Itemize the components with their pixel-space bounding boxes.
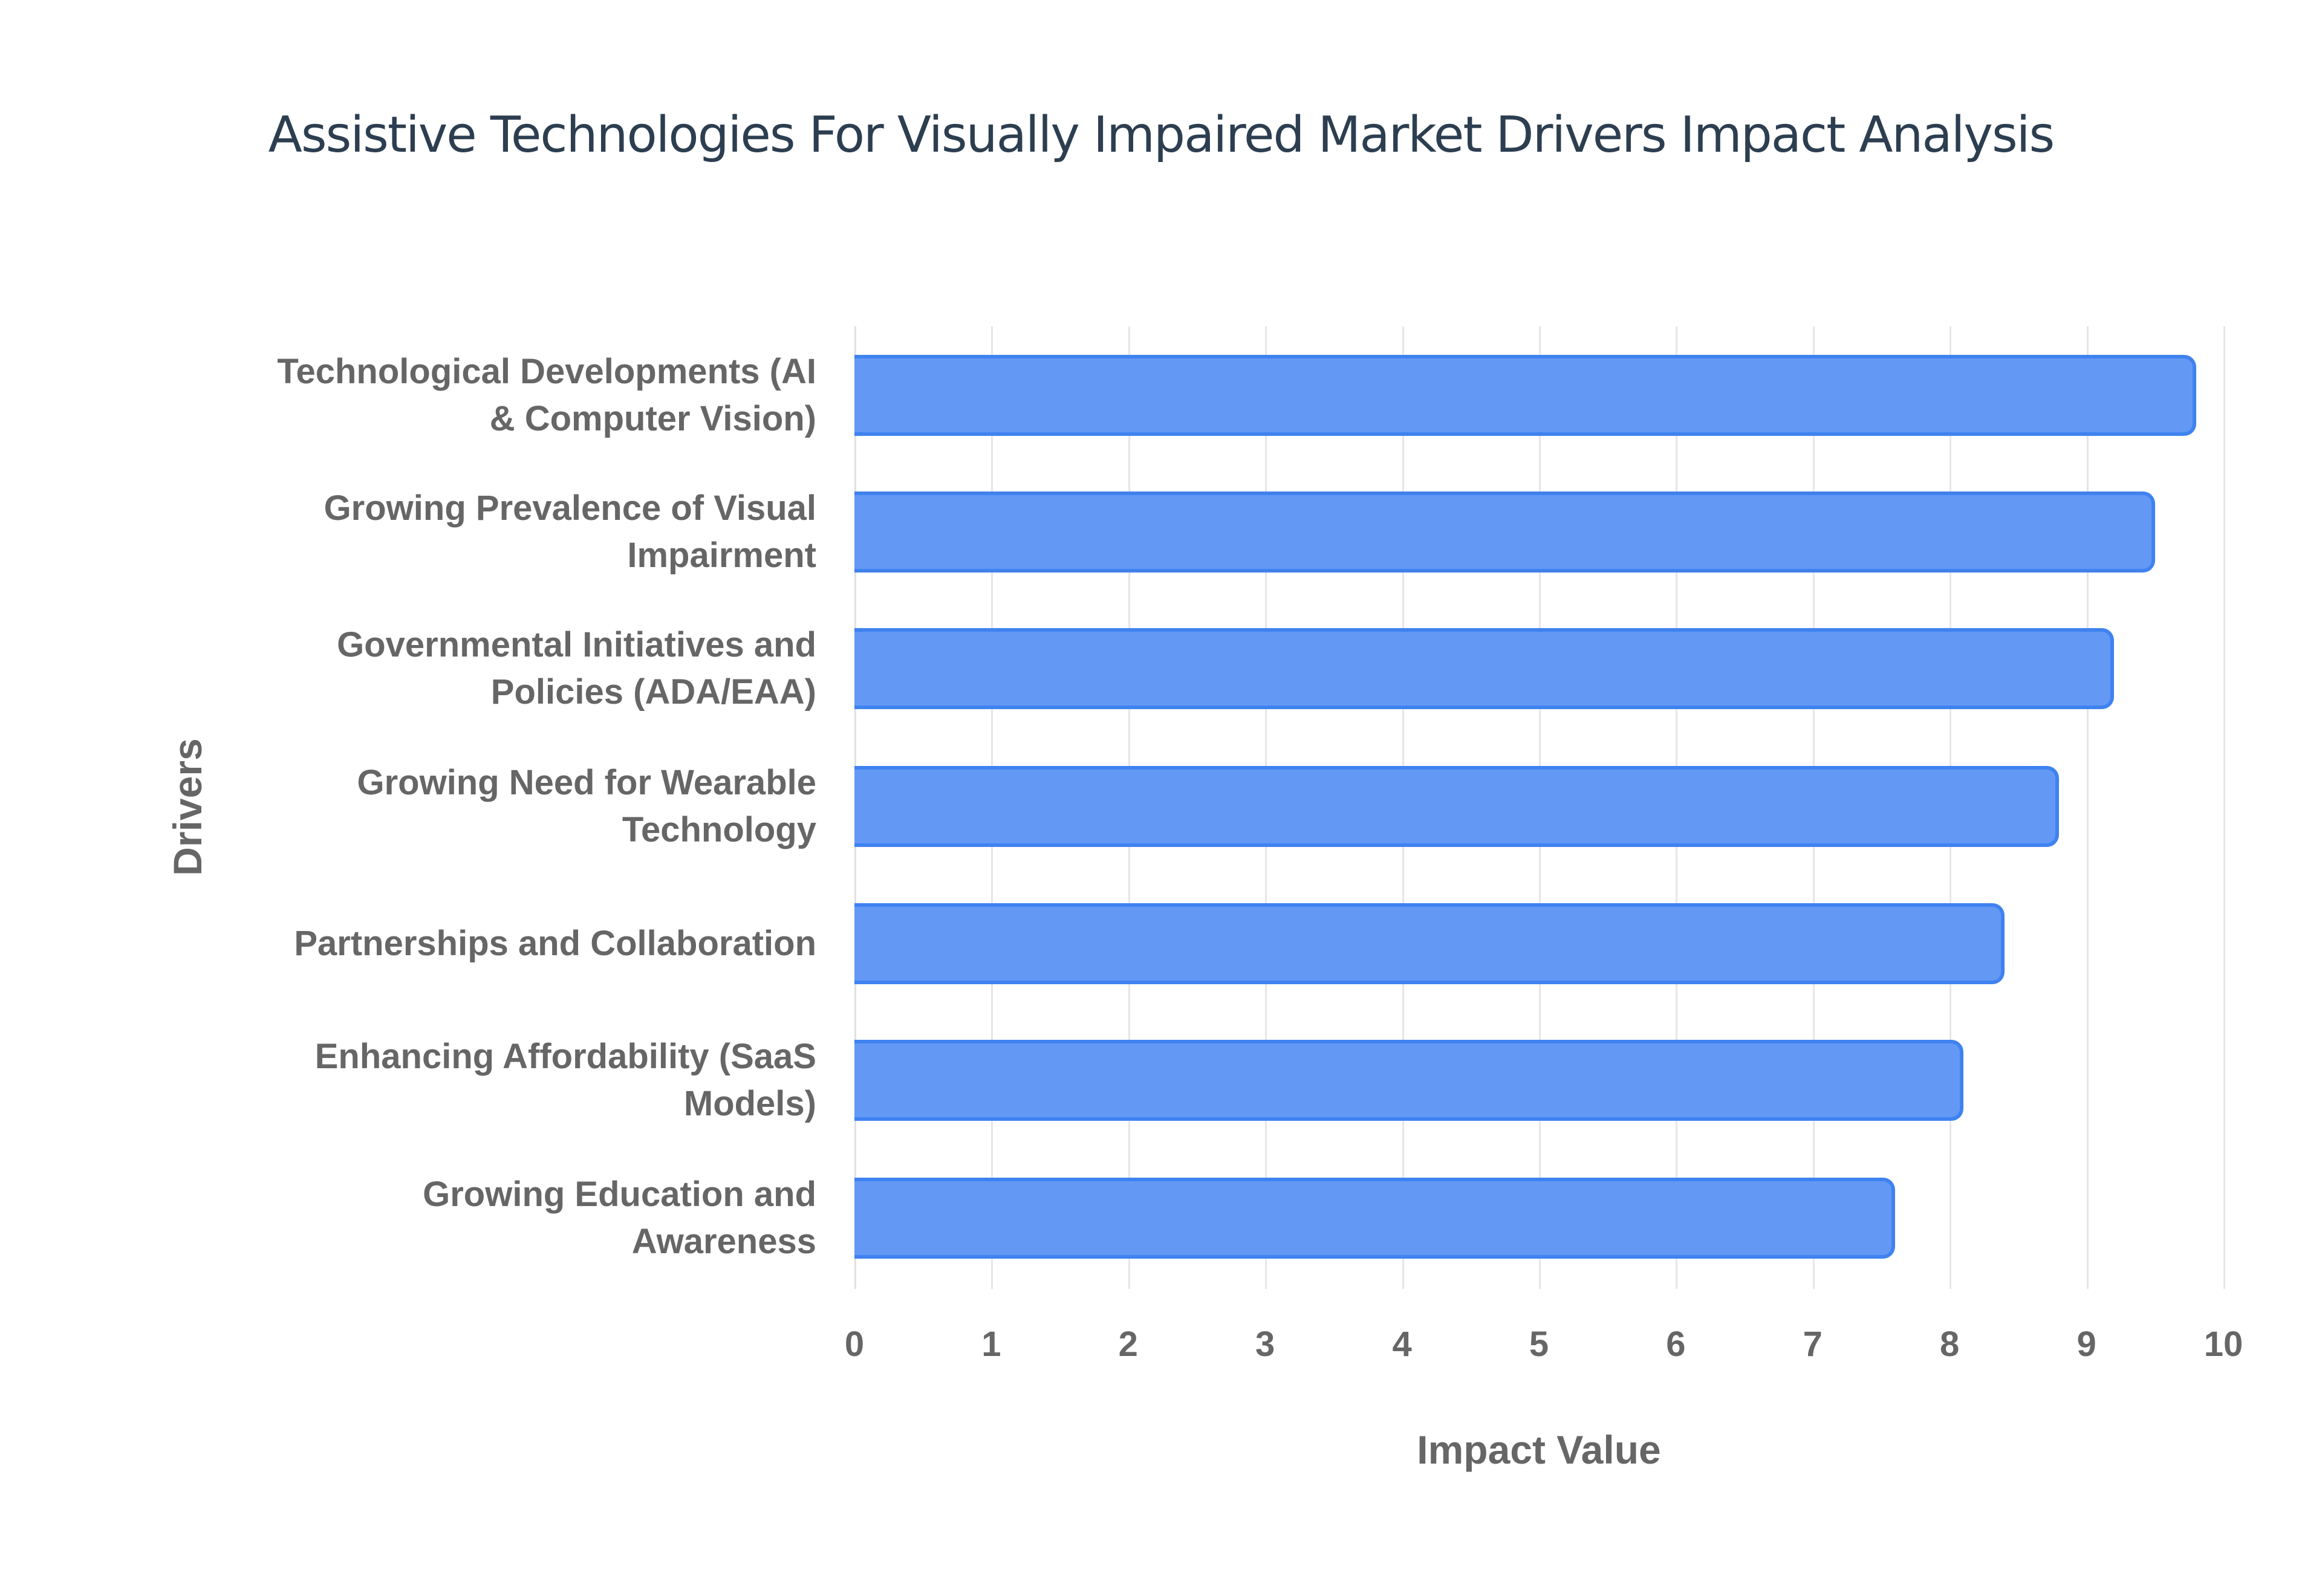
x-tick-label: 2 [1118, 1325, 1138, 1364]
x-axis-title: Impact Value [1417, 1427, 1661, 1472]
x-tick-label: 5 [1529, 1325, 1549, 1364]
bar[interactable] [854, 491, 2155, 573]
bar[interactable] [854, 355, 2196, 436]
bar[interactable] [854, 766, 2060, 847]
x-tick-label: 8 [1940, 1325, 1960, 1364]
x-tick-label: 0 [844, 1325, 865, 1364]
y-tick-label: Enhancing Affordability (SaaS Models) [314, 1037, 816, 1123]
y-tick-label: Governmental Initiatives and Policies (AD… [337, 625, 816, 712]
x-tick-label: 4 [1392, 1325, 1412, 1364]
x-tick-label: 1 [981, 1325, 1001, 1364]
x-tick-label: 9 [2076, 1325, 2096, 1364]
x-tick-label: 6 [1666, 1325, 1686, 1364]
chart-title: Assistive Technologies For Visually Impa… [268, 106, 2055, 164]
plot-area [854, 326, 2225, 1289]
x-tick-label: 3 [1255, 1325, 1275, 1364]
bar[interactable] [854, 903, 2005, 984]
gridline [2086, 326, 2089, 1289]
gridline [2223, 326, 2225, 1289]
bar[interactable] [854, 1040, 1963, 1121]
y-axis-title: Drivers [165, 738, 210, 876]
y-tick-label: Growing Need for Wearable Technology [357, 763, 816, 849]
bar[interactable] [854, 1178, 1895, 1259]
y-tick-label: Growing Prevalence of Visual Impairment [324, 488, 816, 575]
bar[interactable] [854, 628, 2114, 709]
x-tick-label: 10 [2203, 1325, 2243, 1364]
y-tick-label: Technological Developments (AI & Computer… [277, 352, 816, 438]
y-tick-label: Growing Education and Awareness [423, 1175, 816, 1261]
y-tick-label: Partnerships and Collaboration [294, 924, 816, 963]
x-tick-label: 7 [1803, 1325, 1823, 1364]
